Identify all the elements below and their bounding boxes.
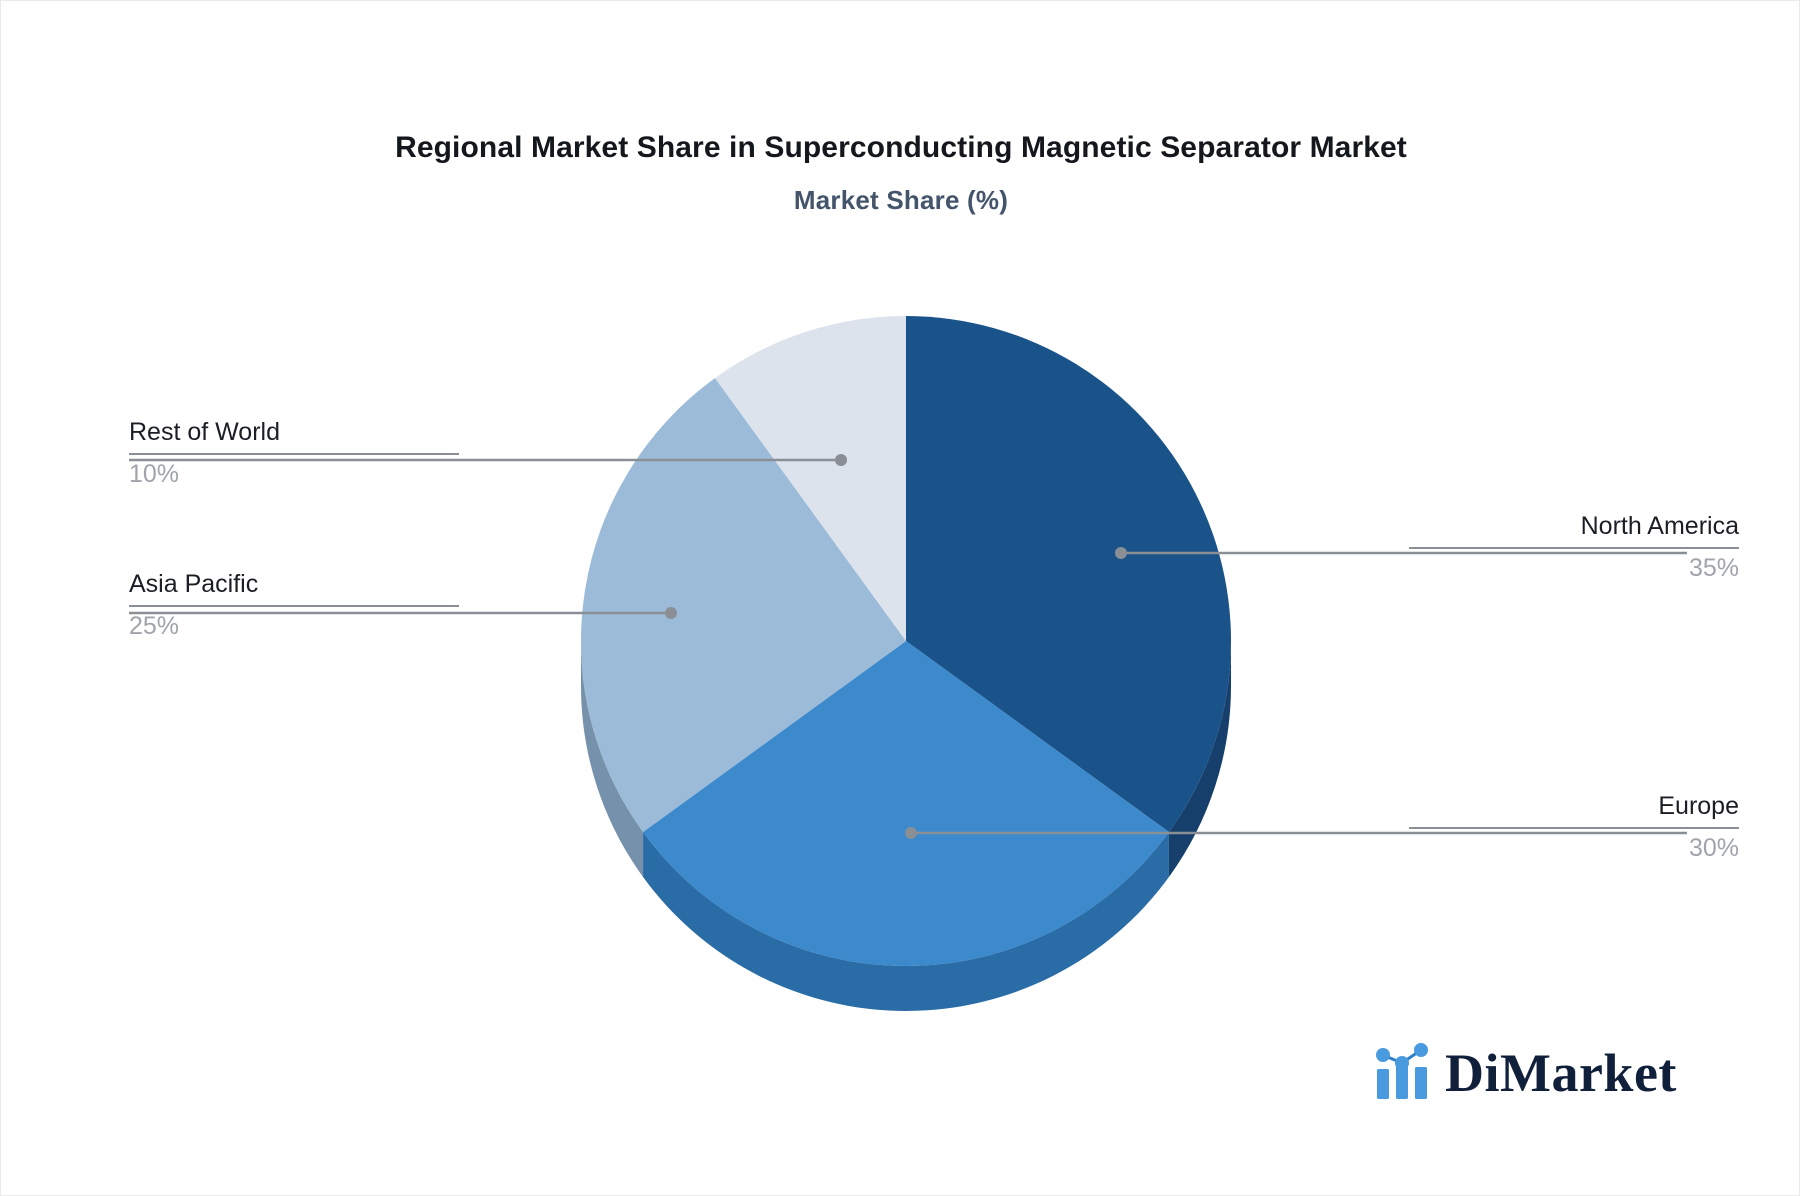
leader-line-north-america bbox=[1115, 547, 1687, 559]
pie-chart-plot-area bbox=[1, 1, 1799, 1121]
bar-chart-dots-icon bbox=[1375, 1041, 1431, 1104]
pie-side-asia-pacific bbox=[581, 641, 644, 878]
pie-label-name: Asia Pacific bbox=[129, 570, 259, 598]
pie-label-rest-of-world: Rest of World 10% bbox=[129, 417, 459, 489]
pie-label-name: Rest of World bbox=[129, 418, 280, 446]
leader-line-europe bbox=[905, 827, 1687, 839]
pie-side-north-america bbox=[1168, 641, 1231, 878]
pie-slice-asia-pacific[interactable] bbox=[580, 378, 906, 833]
leader-line-asia-pacific bbox=[129, 607, 677, 619]
pie-slice-north-america[interactable] bbox=[906, 316, 1231, 833]
pie-label-value: 25% bbox=[129, 612, 180, 640]
chart-subtitle: Market Share (%) bbox=[793, 185, 1009, 215]
page-title: Regional Market Share in Superconducting… bbox=[395, 131, 1407, 164]
pie-label-value: 35% bbox=[1688, 554, 1739, 582]
pie-label-europe: Europe 30% bbox=[1409, 791, 1739, 863]
pie-chart-svg bbox=[129, 316, 1687, 1011]
pie-label-value: 10% bbox=[129, 460, 180, 488]
pie-label-north-america: North America 35% bbox=[1409, 511, 1739, 583]
pie-label-name: Europe bbox=[1658, 792, 1739, 820]
pie-label-rule bbox=[129, 605, 459, 607]
pie-label-rule bbox=[1409, 547, 1739, 549]
pie-side-europe bbox=[643, 832, 1169, 1011]
brand-name: DiMarket bbox=[1445, 1042, 1677, 1103]
pie-label-value: 30% bbox=[1688, 834, 1739, 862]
brand-logo: DiMarket bbox=[1375, 1041, 1677, 1104]
pie-label-rule bbox=[1409, 827, 1739, 829]
pie-label-name: North America bbox=[1580, 512, 1739, 540]
leader-line-rest-of-world bbox=[129, 454, 847, 466]
pie-slice-rest-of-world[interactable] bbox=[714, 316, 906, 641]
pie-label-asia-pacific: Asia Pacific 25% bbox=[129, 569, 459, 641]
pie-label-rule bbox=[129, 453, 459, 455]
pie-slice-europe[interactable] bbox=[643, 641, 1169, 967]
